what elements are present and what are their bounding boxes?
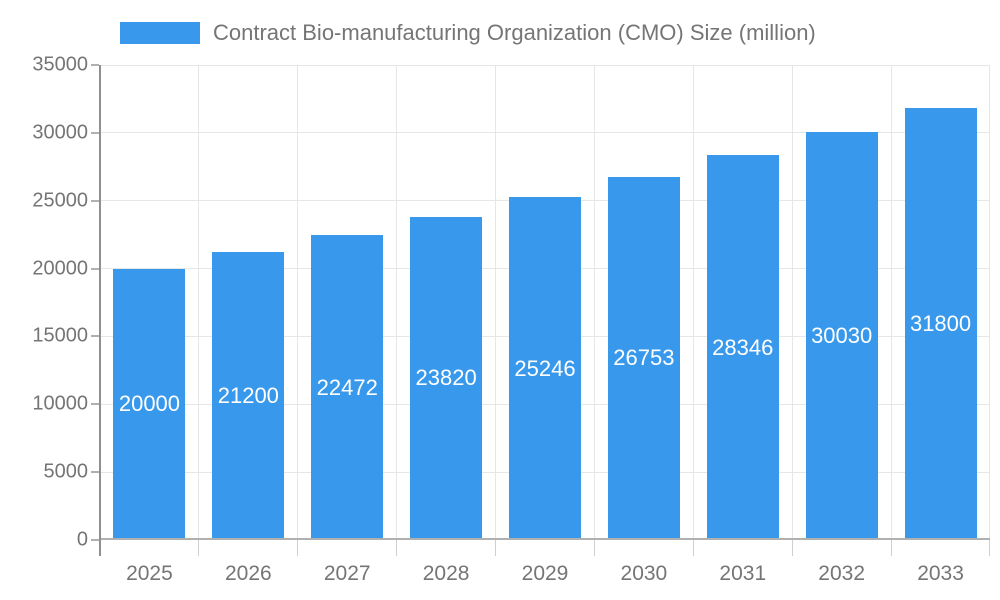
bar-value-label: 21200 (217, 383, 279, 409)
legend: Contract Bio-manufacturing Organization … (120, 20, 816, 45)
x-tick-label: 2032 (818, 562, 866, 585)
y-tick-label: 5000 (43, 460, 89, 483)
y-tick-15000 (91, 335, 99, 338)
x-tick-9 (989, 540, 990, 556)
bar-value-label: 23820 (415, 365, 477, 391)
bar-2027 (311, 235, 384, 540)
gridline-y-35000 (100, 64, 990, 66)
x-tick-label: 2028 (422, 562, 470, 585)
x-tick-1 (198, 540, 200, 556)
x-tick-2 (297, 540, 299, 556)
x-tick-label: 2030 (620, 562, 668, 585)
y-tick-5000 (91, 471, 99, 474)
y-tick-10000 (91, 403, 99, 406)
bar-value-label: 30030 (811, 323, 873, 349)
x-tick-label: 2029 (521, 562, 569, 585)
bar-2025 (113, 268, 186, 540)
y-tick-label: 15000 (32, 324, 88, 347)
bar-2026 (212, 252, 285, 540)
bar-2032 (805, 132, 878, 540)
bar-value-label: 22472 (316, 374, 378, 400)
x-tick-8 (890, 540, 892, 556)
y-axis-line (99, 65, 101, 556)
bar-value-label: 26753 (613, 345, 675, 371)
x-tick-3 (396, 540, 398, 556)
plot-area: 20000 21200 22472 23820 25246 26753 28346 30030… (91, 64, 990, 556)
y-tick-label: 30000 (32, 121, 88, 144)
x-tick-5 (593, 540, 595, 556)
gridline-x-8 (890, 65, 892, 540)
bar-value-label: 28346 (712, 334, 774, 360)
x-tick-label: 2027 (323, 562, 371, 585)
x-tick-4 (495, 540, 497, 556)
bar-value-label: 20000 (118, 391, 181, 417)
x-tick-7 (791, 540, 793, 556)
bar-value-label: 31800 (909, 311, 972, 337)
x-tick-label: 2033 (917, 562, 964, 585)
x-tick-6 (692, 540, 694, 556)
y-tick-0 (91, 539, 99, 541)
bar-2029 (509, 197, 581, 540)
gridline-y-0 (100, 538, 990, 540)
y-tick-30000 (91, 131, 99, 134)
gridline-x-1 (198, 65, 200, 540)
bar-2028 (410, 216, 483, 540)
gridline-x-7 (791, 65, 793, 540)
y-tick-label: 35000 (32, 53, 88, 76)
y-tick-20000 (91, 267, 99, 270)
bar-2031 (706, 155, 779, 540)
y-tick-label: 0 (76, 528, 88, 551)
y-tick-25000 (91, 199, 99, 202)
bar-2033 (904, 108, 977, 540)
x-tick-label: 2025 (126, 562, 173, 585)
gridline-x-4 (495, 65, 497, 540)
x-tick-label: 2026 (224, 562, 272, 585)
gridline-x-9 (989, 65, 990, 540)
gridline-x-2 (297, 65, 299, 540)
gridline-x-5 (593, 65, 595, 540)
gridline-x-6 (692, 65, 694, 540)
bar-value-label: 25246 (514, 355, 576, 381)
legend-swatch (120, 22, 200, 44)
y-tick-label: 25000 (32, 189, 88, 212)
gridline-x-3 (396, 65, 398, 540)
y-tick-label: 20000 (32, 257, 88, 280)
y-tick-35000 (91, 64, 99, 66)
x-tick-label: 2031 (719, 562, 767, 585)
gridline-y-30000 (100, 132, 990, 134)
legend-label: Contract Bio-manufacturing Organization … (213, 20, 816, 45)
bar-2030 (607, 176, 680, 540)
y-tick-label: 10000 (32, 392, 88, 415)
